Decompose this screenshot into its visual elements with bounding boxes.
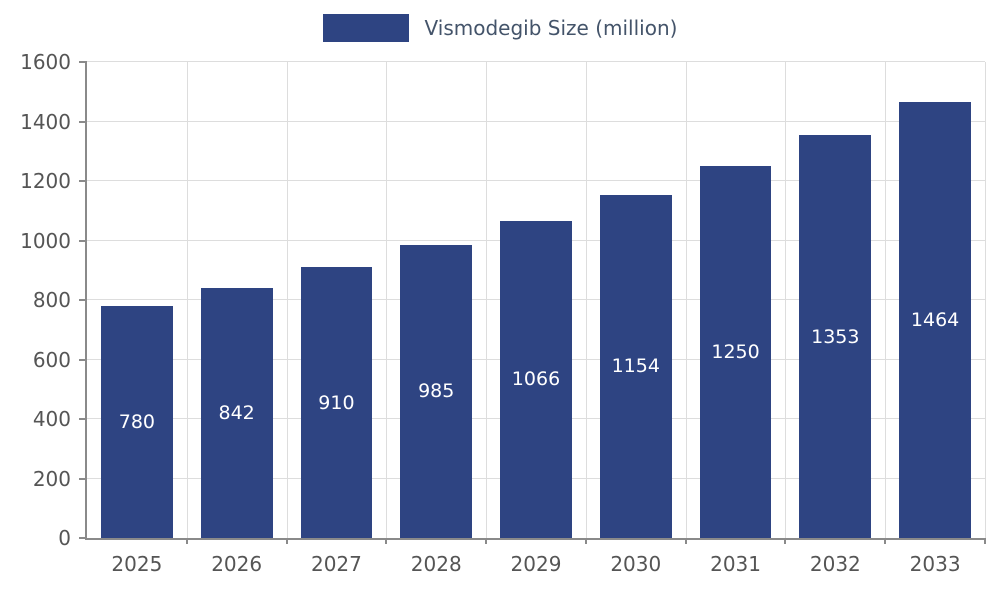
bar-2030: 1154 <box>599 194 672 538</box>
y-tick-mark <box>79 120 87 123</box>
legend-swatch <box>322 14 409 42</box>
x-tick-mark <box>684 538 687 544</box>
y-tick-mark <box>79 477 87 480</box>
bar-value-label: 842 <box>218 401 255 424</box>
x-tick-label: 2030 <box>610 552 662 576</box>
x-tick-label: 2031 <box>710 552 761 576</box>
h-gridline <box>87 61 985 62</box>
y-tick-mark <box>79 358 87 361</box>
y-tick-mark <box>79 61 87 63</box>
bar-value-label: 1464 <box>910 309 960 332</box>
v-gridline <box>286 62 288 538</box>
h-gridline <box>87 120 985 122</box>
x-tick-label: 2029 <box>510 552 562 576</box>
y-tick-label: 1600 <box>20 50 71 74</box>
x-tick-mark <box>385 538 388 544</box>
y-tick-mark <box>79 537 87 539</box>
bar-2028: 985 <box>400 244 473 538</box>
y-tick-label: 0 <box>58 526 71 550</box>
v-gridline <box>685 62 687 538</box>
x-tick-label: 2033 <box>909 552 961 576</box>
plot-area: 0 200 400 600 800 1000 1200 1400 1600 780 2025 842 2… <box>20 52 986 574</box>
y-tick-mark <box>79 180 87 182</box>
y-tick-label: 200 <box>32 466 71 491</box>
y-tick-label: 1400 <box>20 109 71 134</box>
y-tick-label: 1200 <box>20 169 71 193</box>
x-tick-label: 2026 <box>211 552 263 576</box>
bar-value-label: 1066 <box>511 368 561 391</box>
v-gridline <box>785 62 787 538</box>
y-tick-label: 400 <box>32 407 71 431</box>
v-gridline <box>186 62 188 538</box>
v-gridline <box>985 62 986 538</box>
v-gridline <box>585 62 587 538</box>
y-tick-mark <box>79 239 87 242</box>
legend-label: Vismodegib Size (million) <box>424 16 678 40</box>
bar-value-label: 1154 <box>611 355 660 378</box>
bar-2025: 780 <box>100 305 173 538</box>
bar-value-label: 985 <box>418 380 455 403</box>
x-tick-mark <box>784 538 787 544</box>
h-gridline <box>87 180 985 181</box>
x-tick-label: 2027 <box>310 552 362 576</box>
v-gridline <box>885 62 887 538</box>
bar-2032: 1353 <box>799 135 872 538</box>
bar-2026: 842 <box>200 287 273 538</box>
y-tick-label: 800 <box>32 288 71 312</box>
bar-2027: 910 <box>300 267 373 538</box>
bar-value-label: 1250 <box>711 341 760 364</box>
x-tick-label: 2032 <box>809 552 861 576</box>
y-tick-mark <box>79 299 87 301</box>
x-tick-mark <box>884 538 887 544</box>
bar-value-label: 780 <box>118 410 156 433</box>
x-tick-label: 2028 <box>410 552 462 576</box>
y-tick-label: 1000 <box>20 228 71 253</box>
bar-2029: 1066 <box>500 220 572 538</box>
x-tick-label: 2025 <box>111 552 163 576</box>
v-gridline <box>386 62 388 538</box>
x-tick-mark <box>185 538 188 544</box>
bar-value-label: 910 <box>318 391 355 414</box>
x-tick-mark <box>285 538 288 544</box>
bar-2033: 1464 <box>899 102 972 538</box>
x-tick-mark <box>584 538 587 544</box>
legend: Vismodegib Size (million) <box>0 14 1000 42</box>
bar-value-label: 1353 <box>811 325 860 348</box>
v-gridline <box>486 62 488 538</box>
bar-2031: 1250 <box>699 166 772 538</box>
x-tick-mark <box>485 538 488 544</box>
x-tick-mark <box>984 538 986 544</box>
y-tick-mark <box>79 418 87 420</box>
y-tick-label: 600 <box>32 347 71 372</box>
